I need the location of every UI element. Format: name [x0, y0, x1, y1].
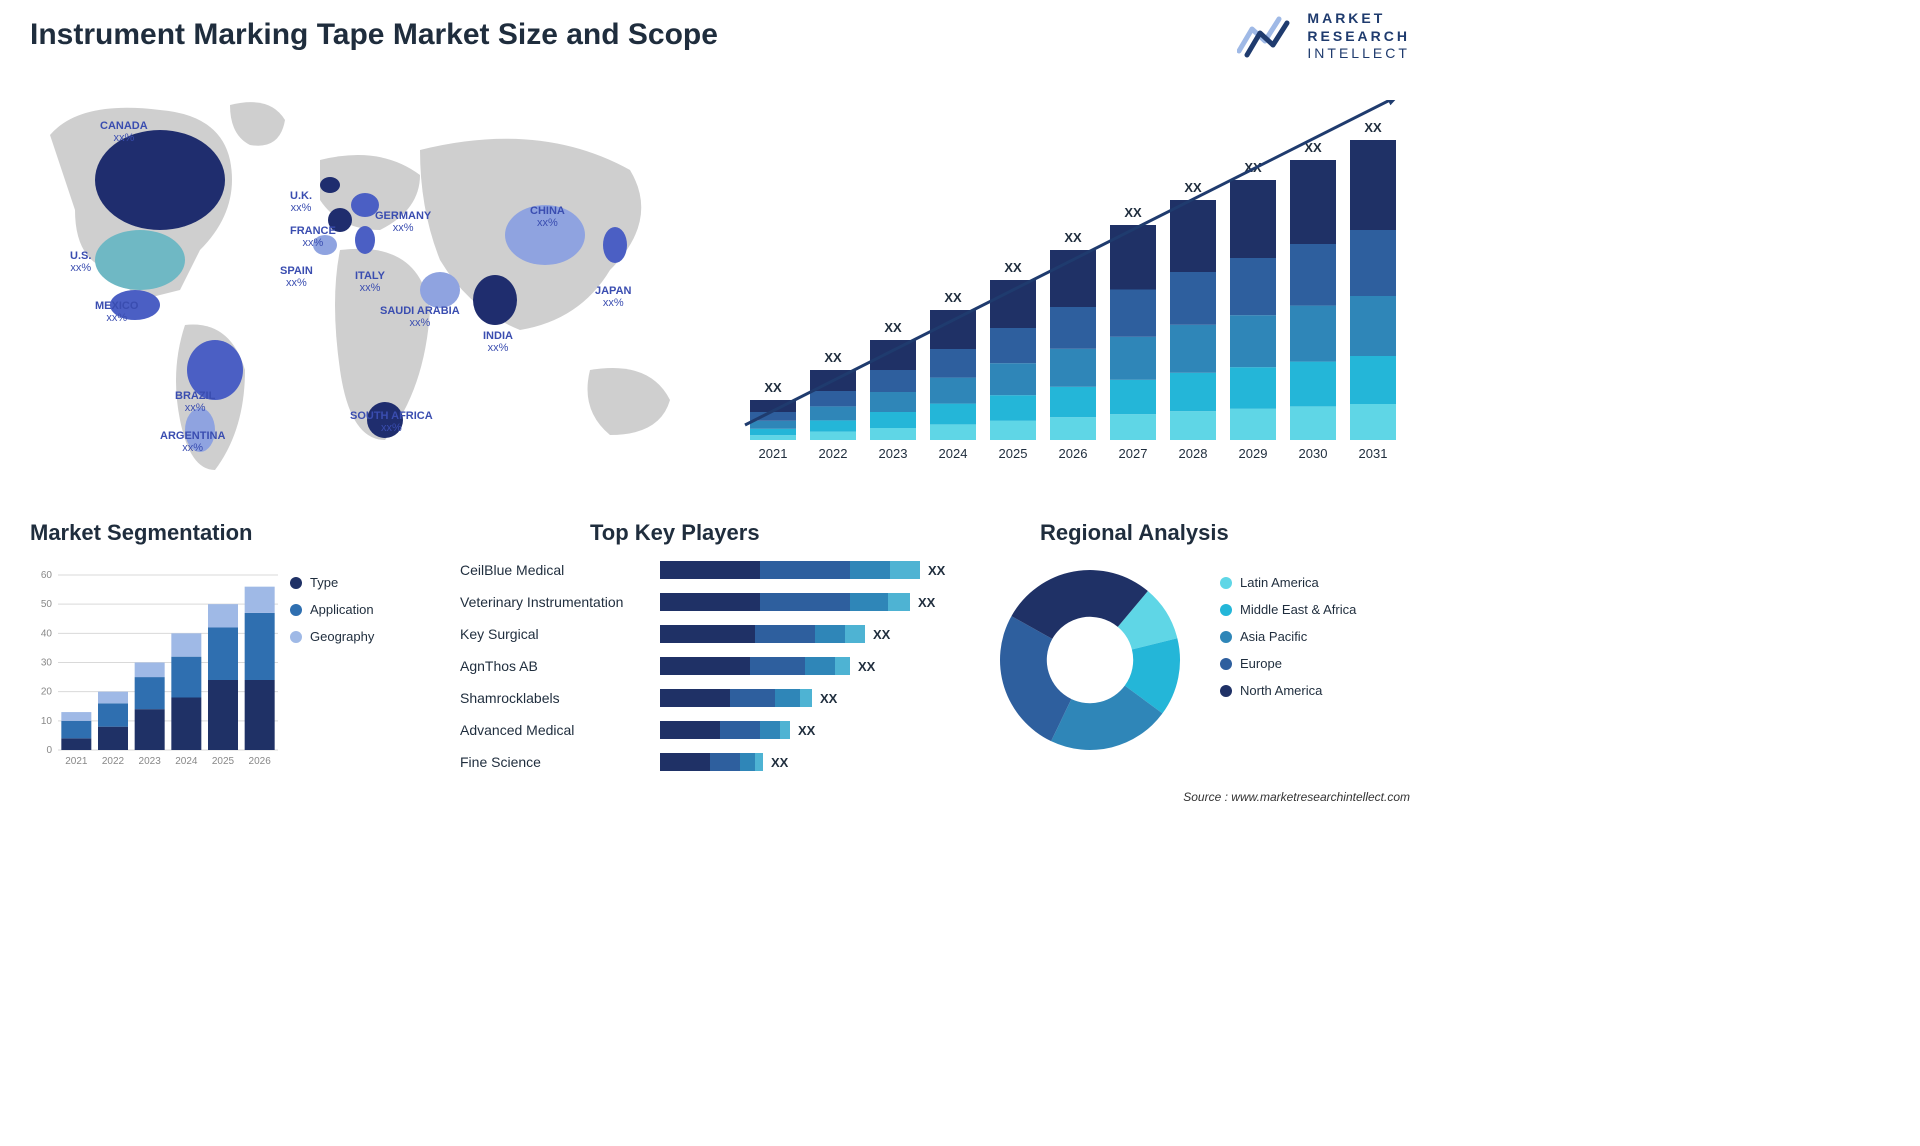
player-name: Fine Science: [460, 754, 660, 770]
player-name: Key Surgical: [460, 626, 660, 642]
map-label: MEXICOxx%: [95, 300, 138, 324]
map-label: U.S.xx%: [70, 250, 91, 274]
svg-text:2022: 2022: [819, 446, 848, 461]
svg-text:2027: 2027: [1119, 446, 1148, 461]
svg-text:XX: XX: [944, 290, 962, 305]
legend-item: Asia Pacific: [1220, 629, 1356, 644]
svg-text:50: 50: [41, 599, 53, 610]
map-label: U.K.xx%: [290, 190, 312, 214]
player-value-label: XX: [918, 595, 935, 610]
map-label: ARGENTINAxx%: [160, 430, 225, 454]
svg-text:XX: XX: [1184, 180, 1202, 195]
svg-text:XX: XX: [884, 320, 902, 335]
player-row: CeilBlue Medical XX: [460, 555, 970, 585]
svg-text:XX: XX: [1124, 205, 1142, 220]
logo-mark-icon: [1237, 11, 1297, 61]
map-label: SAUDI ARABIAxx%: [380, 305, 460, 329]
regional-legend: Latin America Middle East & Africa Asia Pa…: [1220, 575, 1356, 710]
legend-item: North America: [1220, 683, 1356, 698]
player-row: Shamrocklabels XX: [460, 683, 970, 713]
player-name: Shamrocklabels: [460, 690, 660, 706]
player-row: Advanced Medical XX: [460, 715, 970, 745]
svg-text:2022: 2022: [102, 756, 125, 767]
map-label: ITALYxx%: [355, 270, 385, 294]
legend-item: Middle East & Africa: [1220, 602, 1356, 617]
legend-item: Type: [290, 575, 374, 590]
brand-logo: MARKET RESEARCH INTELLECT: [1237, 10, 1410, 63]
player-name: CeilBlue Medical: [460, 562, 660, 578]
svg-text:30: 30: [41, 658, 53, 669]
svg-text:2024: 2024: [175, 756, 198, 767]
player-row: Veterinary Instrumentation XX: [460, 587, 970, 617]
players-title: Top Key Players: [590, 520, 760, 546]
svg-text:2023: 2023: [879, 446, 908, 461]
player-name: Advanced Medical: [460, 722, 660, 738]
svg-text:2028: 2028: [1179, 446, 1208, 461]
svg-text:10: 10: [41, 716, 53, 727]
svg-text:0: 0: [46, 745, 52, 756]
svg-text:2026: 2026: [249, 756, 272, 767]
player-name: AgnThos AB: [460, 658, 660, 674]
players-chart: CeilBlue MedicalXXVeterinary Instrumenta…: [460, 555, 970, 785]
svg-text:40: 40: [41, 628, 53, 639]
svg-text:2024: 2024: [939, 446, 968, 461]
svg-text:20: 20: [41, 687, 53, 698]
map-label: INDIAxx%: [483, 330, 513, 354]
page-title: Instrument Marking Tape Market Size and …: [30, 18, 718, 52]
segmentation-title: Market Segmentation: [30, 520, 253, 546]
segmentation-legend: Type Application Geography: [290, 575, 374, 656]
svg-text:2023: 2023: [139, 756, 162, 767]
map-label: GERMANYxx%: [375, 210, 431, 234]
svg-text:XX: XX: [764, 380, 782, 395]
svg-text:XX: XX: [824, 350, 842, 365]
player-value-label: XX: [820, 691, 837, 706]
legend-item: Europe: [1220, 656, 1356, 671]
svg-text:2030: 2030: [1299, 446, 1328, 461]
svg-text:XX: XX: [1364, 120, 1382, 135]
svg-text:2031: 2031: [1359, 446, 1388, 461]
svg-text:2021: 2021: [759, 446, 788, 461]
logo-text-2: RESEARCH: [1307, 28, 1410, 46]
svg-text:60: 60: [41, 570, 53, 581]
logo-text-1: MARKET: [1307, 10, 1410, 28]
svg-text:2025: 2025: [999, 446, 1028, 461]
player-value-label: XX: [771, 755, 788, 770]
logo-text-3: INTELLECT: [1307, 45, 1410, 63]
growth-chart: XX 2021 XX 2022 XX 2023 XX 2024 XX 2025 XX 2026 XX 20…: [730, 100, 1410, 470]
player-value-label: XX: [858, 659, 875, 674]
player-row: Key Surgical XX: [460, 619, 970, 649]
map-label: SPAINxx%: [280, 265, 313, 289]
player-name: Veterinary Instrumentation: [460, 594, 660, 610]
legend-item: Application: [290, 602, 374, 617]
world-map: CANADAxx% U.S.xx% MEXICOxx% BRAZILxx% ARGENT…: [20, 90, 700, 480]
source-text: Source : www.marketresearchintellect.com: [1183, 790, 1410, 804]
svg-text:2026: 2026: [1059, 446, 1088, 461]
regional-donut: [990, 560, 1190, 760]
svg-text:2021: 2021: [65, 756, 88, 767]
svg-text:XX: XX: [1064, 230, 1082, 245]
legend-item: Geography: [290, 629, 374, 644]
player-value-label: XX: [928, 563, 945, 578]
map-label: SOUTH AFRICAxx%: [350, 410, 433, 434]
legend-item: Latin America: [1220, 575, 1356, 590]
player-row: Fine Science XX: [460, 747, 970, 777]
player-value-label: XX: [873, 627, 890, 642]
svg-text:XX: XX: [1004, 260, 1022, 275]
svg-text:2025: 2025: [212, 756, 235, 767]
map-label: JAPANxx%: [595, 285, 631, 309]
map-label: BRAZILxx%: [175, 390, 215, 414]
player-value-label: XX: [798, 723, 815, 738]
player-row: AgnThos AB XX: [460, 651, 970, 681]
svg-text:2029: 2029: [1239, 446, 1268, 461]
map-label: CHINAxx%: [530, 205, 565, 229]
map-label: CANADAxx%: [100, 120, 148, 144]
map-label: FRANCExx%: [290, 225, 336, 249]
regional-title: Regional Analysis: [1040, 520, 1229, 546]
